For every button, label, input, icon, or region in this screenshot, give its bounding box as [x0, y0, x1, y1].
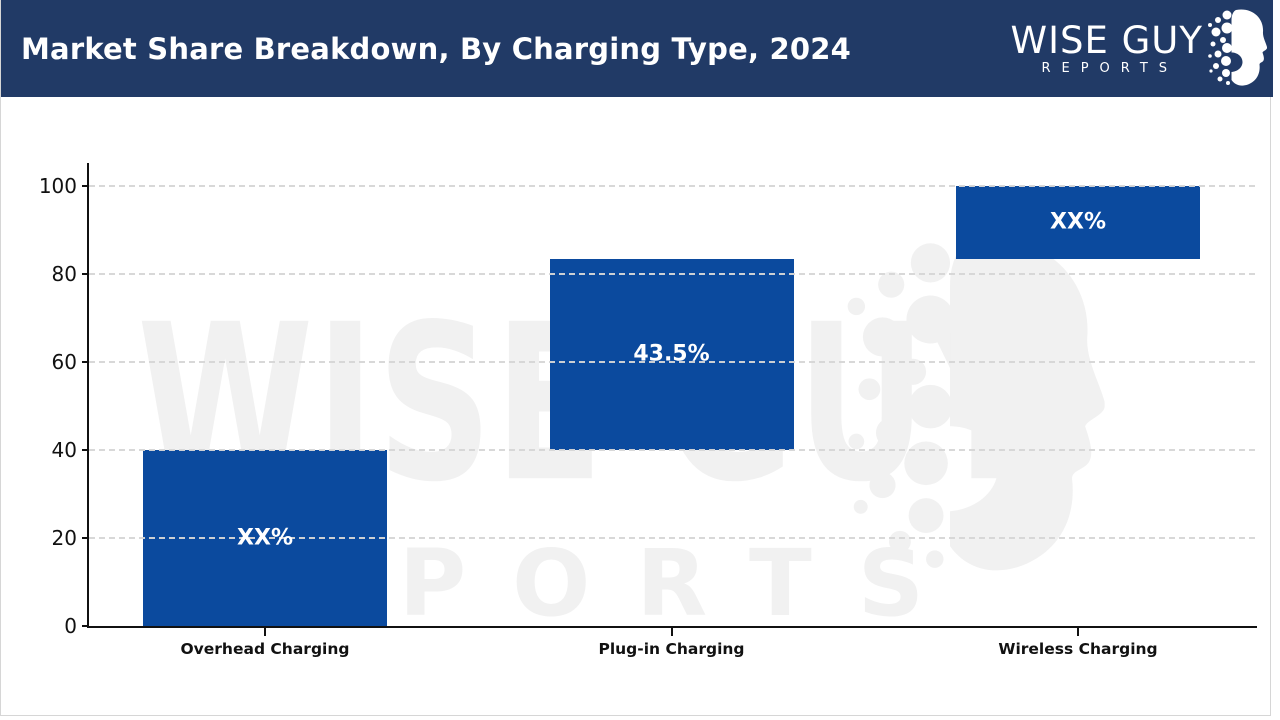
y-tick-label: 40: [51, 438, 77, 462]
gridline-80: [89, 273, 1257, 275]
bar-value-label: 43.5%: [633, 341, 710, 367]
logo-line2: REPORTS: [1041, 61, 1179, 76]
x-category-label: Plug-in Charging: [598, 640, 745, 658]
y-tick-label: 80: [51, 262, 77, 286]
gridline-20: [89, 537, 1257, 539]
y-tick-label: 100: [38, 174, 77, 198]
wise-guy-reports-logo: WISE GUY REPORTS: [1011, 7, 1273, 91]
y-tick-label: 60: [51, 350, 77, 374]
watermark-dotted-face-profile-icon: [843, 228, 1105, 594]
y-tick-mark: [82, 361, 89, 363]
logo-wordmark: WISE GUY REPORTS: [1011, 22, 1203, 75]
y-tick-mark: [82, 625, 89, 627]
page-title: Market Share Breakdown, By Charging Type…: [21, 31, 851, 66]
x-axis-line: [87, 626, 1257, 628]
bar-value-label: XX%: [237, 525, 293, 551]
x-tick-mark: [264, 628, 266, 636]
x-category-label: Overhead Charging: [180, 640, 350, 658]
x-category-label: Wireless Charging: [998, 640, 1158, 658]
y-tick-label: 0: [64, 614, 77, 638]
logo-line1: WISE GUY: [1010, 19, 1203, 62]
dotted-face-profile-icon: [1207, 7, 1267, 91]
gridline-100: [89, 185, 1257, 187]
gridline-40: [89, 449, 1257, 451]
y-tick-mark: [82, 185, 89, 187]
x-tick-mark: [1077, 628, 1079, 636]
y-tick-label: 20: [51, 526, 77, 550]
y-tick-mark: [82, 537, 89, 539]
y-tick-mark: [82, 449, 89, 451]
y-axis-line: [87, 163, 89, 628]
bar-value-label: XX%: [1050, 209, 1106, 235]
gridline-60: [89, 361, 1257, 363]
x-tick-mark: [670, 628, 673, 636]
bar-1: [549, 258, 794, 450]
y-tick-mark: [82, 273, 89, 275]
title-bar: Market Share Breakdown, By Charging Type…: [1, 0, 1273, 97]
